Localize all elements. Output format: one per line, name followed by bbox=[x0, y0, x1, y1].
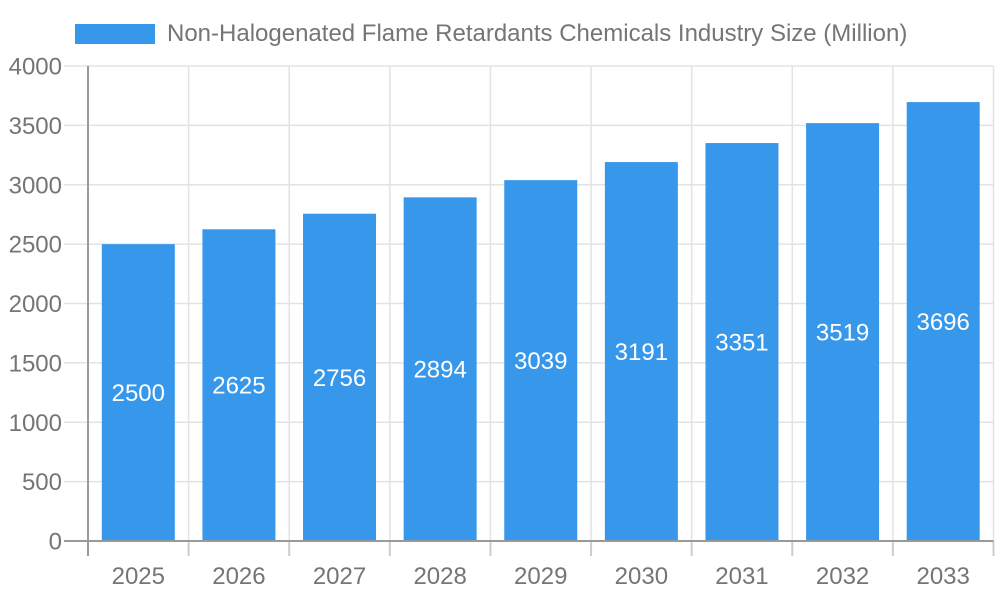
x-tick-label: 2027 bbox=[313, 563, 366, 590]
bar-2027[interactable] bbox=[303, 213, 377, 541]
bar-value-label: 2756 bbox=[313, 365, 366, 392]
bar-2031[interactable] bbox=[705, 143, 779, 541]
bar-2025[interactable] bbox=[101, 244, 175, 541]
x-tick-label: 2032 bbox=[816, 563, 869, 590]
bar-2032[interactable] bbox=[806, 123, 880, 542]
y-tick-label: 0 bbox=[49, 529, 62, 556]
x-tick-label: 2028 bbox=[413, 563, 466, 590]
bar-value-label: 3519 bbox=[816, 320, 869, 347]
legend-series-label: Non-Halogenated Flame Retardants Chemica… bbox=[167, 20, 908, 47]
y-tick-label: 3500 bbox=[9, 113, 62, 140]
x-tick-label: 2029 bbox=[514, 563, 567, 590]
y-tick-label: 3000 bbox=[9, 172, 62, 199]
bar-value-label: 2500 bbox=[112, 380, 165, 407]
bar-2026[interactable] bbox=[202, 229, 276, 541]
bar-2030[interactable] bbox=[604, 162, 678, 541]
bar-value-label: 3351 bbox=[715, 330, 768, 357]
bar-2028[interactable] bbox=[403, 197, 477, 541]
legend-swatch bbox=[75, 24, 155, 44]
bar-2033[interactable] bbox=[906, 102, 980, 541]
y-tick-label: 500 bbox=[22, 469, 62, 496]
y-tick-label: 1000 bbox=[9, 410, 62, 437]
legend-item[interactable]: Non-Halogenated Flame Retardants Chemica… bbox=[75, 20, 907, 48]
y-tick-label: 4000 bbox=[9, 54, 62, 81]
bar-2029[interactable] bbox=[504, 180, 578, 541]
bar-value-label: 3191 bbox=[615, 339, 668, 366]
y-tick-label: 2000 bbox=[9, 291, 62, 318]
bar-value-label: 3696 bbox=[916, 309, 969, 336]
bar-value-label: 2894 bbox=[413, 357, 466, 384]
x-tick-label: 2031 bbox=[715, 563, 768, 590]
y-tick-label: 2500 bbox=[9, 232, 62, 259]
x-tick-label: 2026 bbox=[212, 563, 265, 590]
x-tick-label: 2033 bbox=[916, 563, 969, 590]
bar-value-label: 2625 bbox=[212, 373, 265, 400]
bar-value-label: 3039 bbox=[514, 348, 567, 375]
x-tick-label: 2030 bbox=[615, 563, 668, 590]
x-tick-label: 2025 bbox=[112, 563, 165, 590]
y-tick-label: 1500 bbox=[9, 350, 62, 377]
